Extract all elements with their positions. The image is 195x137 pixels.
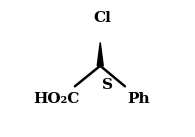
Polygon shape — [97, 42, 103, 66]
Text: Cl: Cl — [93, 11, 111, 25]
Text: Ph: Ph — [127, 92, 150, 106]
Text: HO₂C: HO₂C — [33, 92, 80, 106]
Text: S: S — [102, 78, 113, 92]
